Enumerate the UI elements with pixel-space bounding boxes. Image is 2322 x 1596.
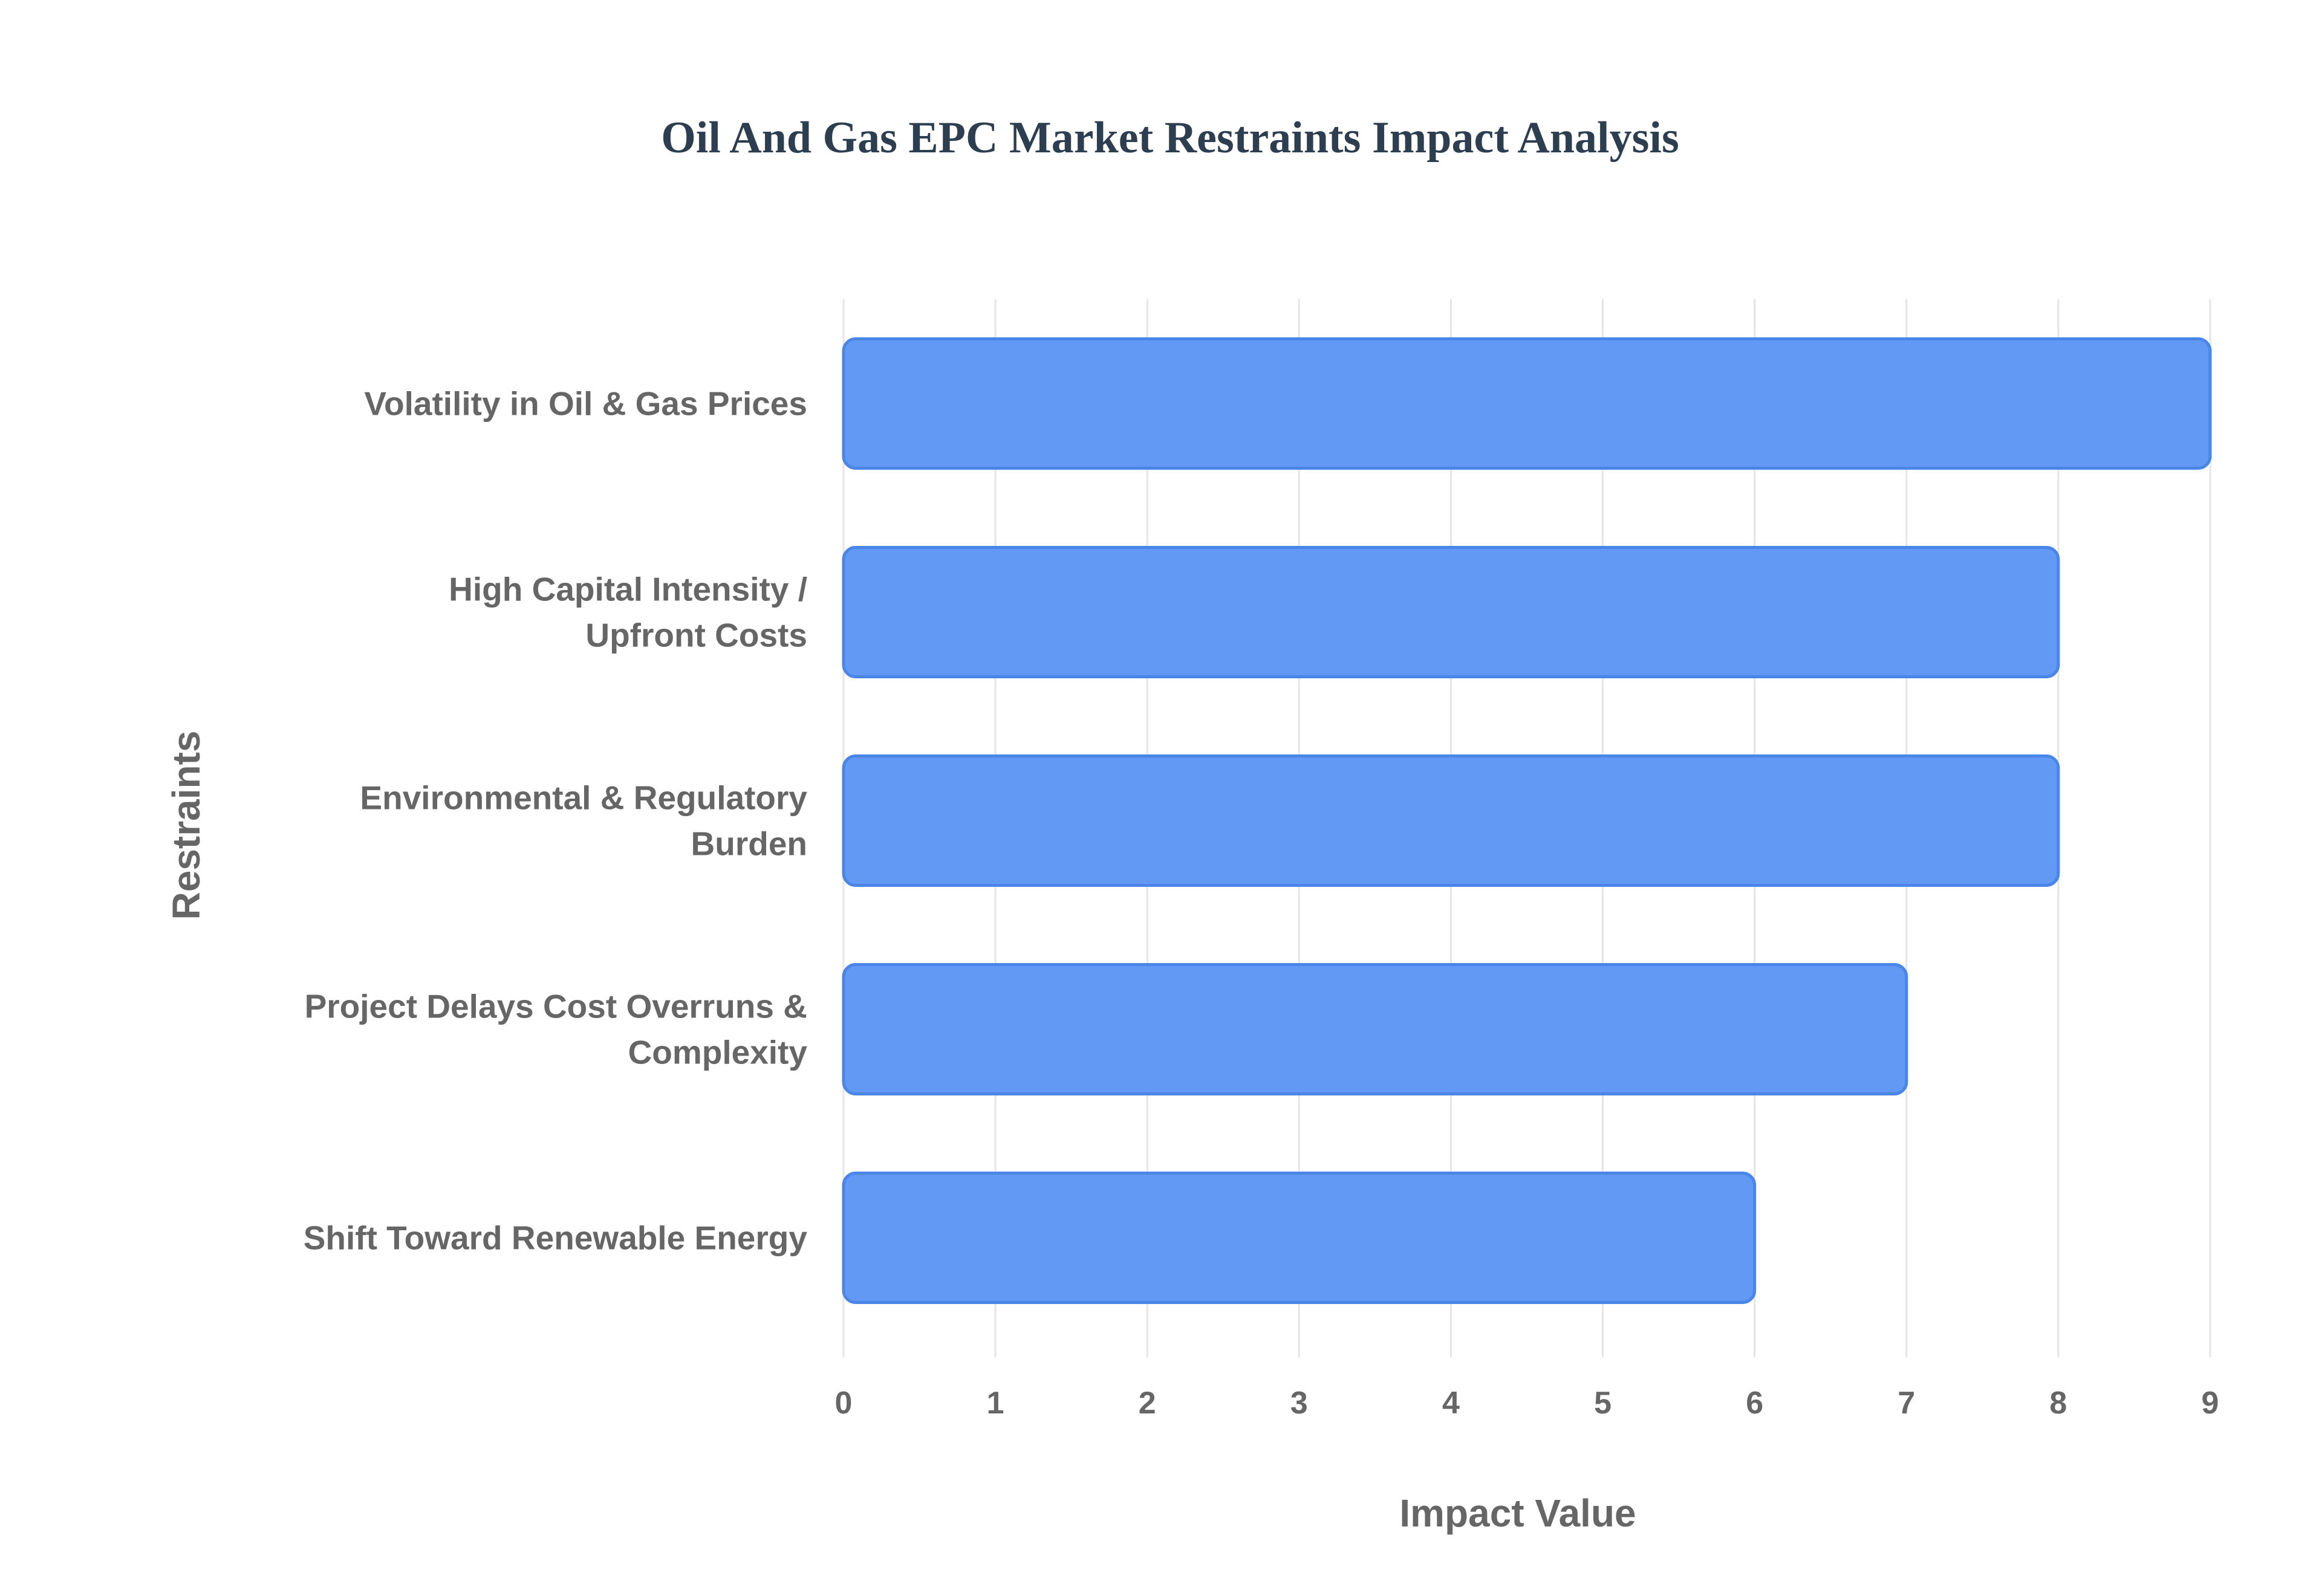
category-label: Burden <box>691 825 808 863</box>
x-tick-label: 7 <box>1898 1386 1915 1421</box>
x-tick-label: 2 <box>1139 1386 1156 1421</box>
category-label: Complexity <box>628 1034 808 1071</box>
x-tick-label: 5 <box>1594 1386 1611 1421</box>
bar <box>842 754 2060 887</box>
category-label: Project Delays Cost Overruns & <box>305 988 807 1025</box>
category-label: Upfront Costs <box>585 617 807 654</box>
x-tick-label: 1 <box>987 1386 1004 1421</box>
category-label: Environmental & Regulatory <box>360 779 807 817</box>
bar <box>842 546 2060 678</box>
bar <box>842 337 2212 470</box>
x-tick-label: 0 <box>835 1386 853 1421</box>
bars <box>842 337 2212 1304</box>
chart-title: Oil And Gas EPC Market Restraints Impact… <box>661 113 1679 163</box>
category-labels: Volatility in Oil & Gas Prices High Capit… <box>304 385 808 1257</box>
x-axis-title: Impact Value <box>1399 1491 1636 1535</box>
bar <box>842 1172 1757 1304</box>
x-tick-label: 3 <box>1290 1386 1308 1421</box>
x-tick-label: 4 <box>1442 1386 1460 1421</box>
x-tick-label: 9 <box>2202 1386 2219 1421</box>
x-tick-labels: 0 1 2 3 4 5 6 7 8 9 <box>835 1386 2219 1421</box>
category-label: Shift Toward Renewable Energy <box>304 1219 808 1257</box>
category-label: Volatility in Oil & Gas Prices <box>364 385 807 423</box>
x-tick-label: 8 <box>2049 1386 2067 1421</box>
category-label: High Capital Intensity / <box>449 571 807 608</box>
x-tick-label: 6 <box>1746 1386 1763 1421</box>
bar <box>842 963 1908 1095</box>
y-axis-title: Restraints <box>164 731 208 920</box>
